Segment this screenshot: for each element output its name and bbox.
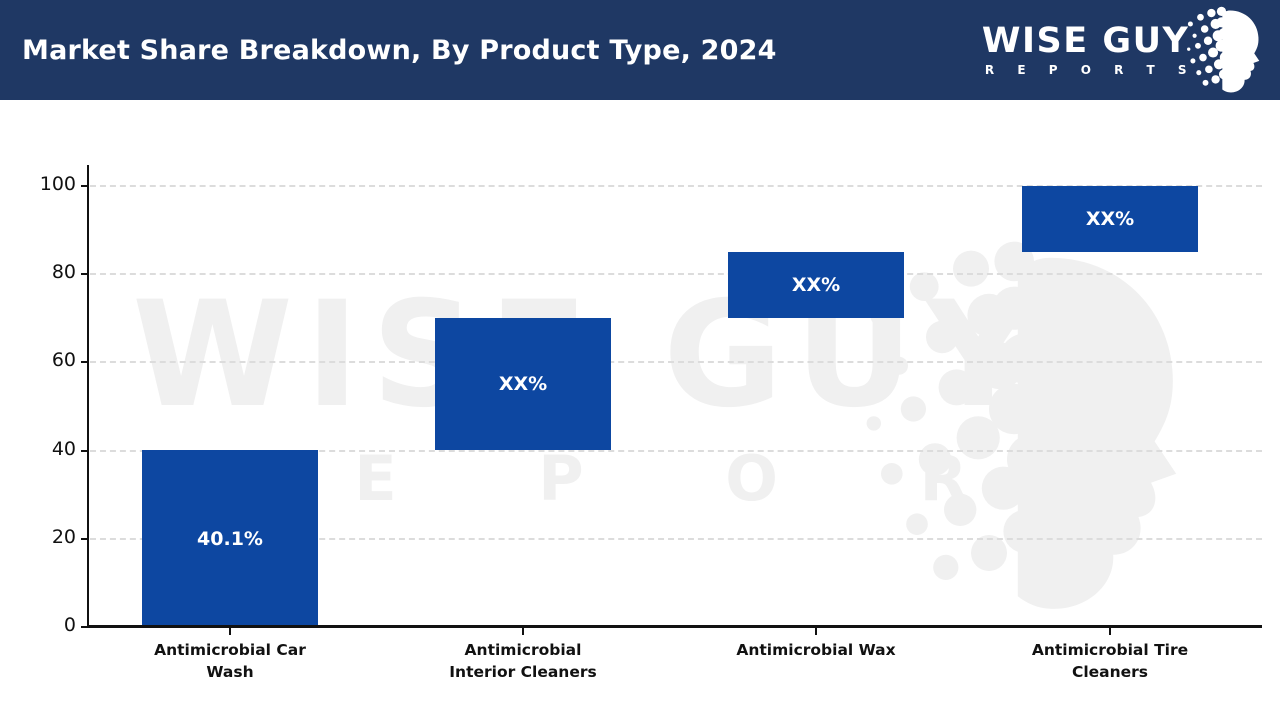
gridline-20 <box>90 537 1262 540</box>
y-tick-label-60: 60 <box>51 349 76 372</box>
bar-value-label-antimicrobial-car-wash: 40.1% <box>197 527 263 550</box>
bar-antimicrobial-car-wash: 40.1% <box>142 450 318 627</box>
x-axis-label-line: Antimicrobial Wax <box>736 641 896 659</box>
gridline-60 <box>90 361 1262 364</box>
wise-guy-reports-logo: WISE GUY R E P O R T S <box>982 2 1280 98</box>
chart-area: WISE GUY R E P O R T S 0 20 40 60 80 100 40.1%… <box>0 100 1280 720</box>
x-axis-label-line: Antimicrobial <box>464 641 582 659</box>
page-title: Market Share Breakdown, By Product Type,… <box>22 34 777 66</box>
bar-value-label-antimicrobial-interior-cleaners: XX% <box>498 373 548 396</box>
gridline-40 <box>90 449 1262 452</box>
bar-value-label-antimicrobial-tire-cleaners: XX% <box>1085 208 1135 231</box>
x-tick-antimicrobial-interior-cleaners <box>522 628 524 635</box>
dotted-face-icon <box>1187 6 1260 93</box>
x-tick-antimicrobial-wax <box>815 628 817 635</box>
y-tick-label-0: 0 <box>63 614 76 636</box>
gridline-80 <box>90 273 1262 276</box>
y-tick-60 <box>81 361 88 364</box>
x-axis-label-line: Antimicrobial Car <box>154 641 306 659</box>
x-axis-label-antimicrobial-car-wash: Antimicrobial Car Wash <box>80 640 380 683</box>
y-tick-20 <box>81 537 88 540</box>
bar-antimicrobial-tire-cleaners: XX% <box>1022 186 1198 253</box>
x-axis-label-line: Wash <box>206 662 254 681</box>
y-tick-label-40: 40 <box>51 437 76 460</box>
logo-name: WISE GUY <box>981 20 1190 61</box>
bar-antimicrobial-wax: XX% <box>728 252 904 319</box>
y-tick-label-100: 100 <box>39 173 76 195</box>
x-axis-line <box>87 625 1262 628</box>
bar-value-label-antimicrobial-wax: XX% <box>791 274 841 297</box>
logo-text: WISE GUY R E P O R T S <box>981 20 1196 77</box>
y-tick-100 <box>81 185 88 187</box>
x-axis-label-line: Interior Cleaners <box>449 662 597 681</box>
y-axis-line <box>87 165 89 628</box>
gridline-100 <box>90 185 1262 187</box>
x-axis-label-antimicrobial-interior-cleaners: Antimicrobial Interior Cleaners <box>373 640 673 683</box>
y-tick-0 <box>81 626 88 628</box>
x-axis-label-line: Antimicrobial Tire <box>1031 641 1189 659</box>
watermark-face-icon <box>866 241 1177 609</box>
x-axis-label-line: Cleaners <box>1071 662 1149 681</box>
x-tick-antimicrobial-car-wash <box>229 628 231 635</box>
header-bar: Market Share Breakdown, By Product Type,… <box>0 0 1280 100</box>
y-tick-40 <box>81 449 88 452</box>
x-axis-label-antimicrobial-tire-cleaners: Antimicrobial Tire Cleaners <box>960 640 1260 683</box>
logo-subtitle: R E P O R T S <box>984 62 1196 77</box>
y-tick-label-80: 80 <box>51 261 76 284</box>
x-axis-label-antimicrobial-wax: Antimicrobial Wax <box>666 640 966 662</box>
x-tick-antimicrobial-tire-cleaners <box>1109 628 1111 635</box>
bar-antimicrobial-interior-cleaners: XX% <box>435 318 611 451</box>
y-tick-80 <box>81 273 88 276</box>
y-tick-label-20: 20 <box>51 525 76 548</box>
